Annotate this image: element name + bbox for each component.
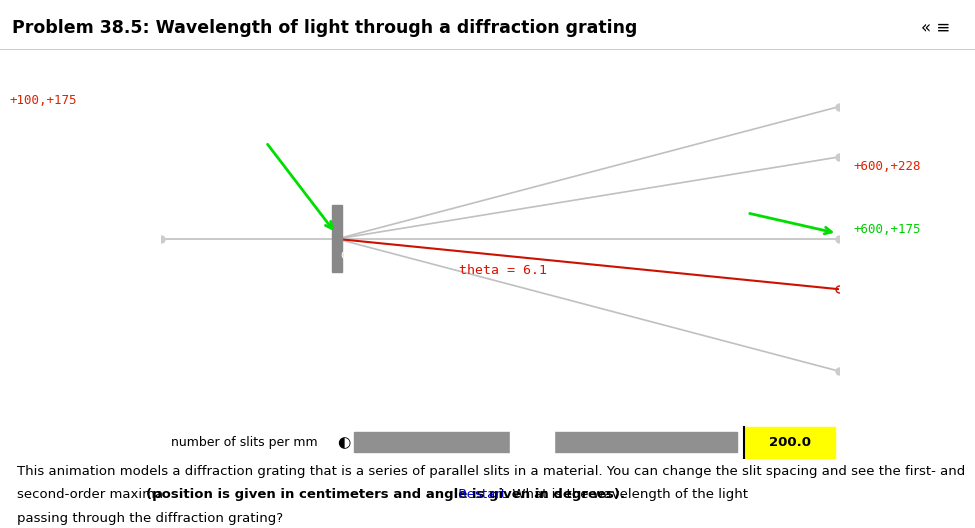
Text: number of slits per mm: number of slits per mm — [171, 436, 318, 449]
Text: Problem 38.5: Wavelength of light through a diffraction grating: Problem 38.5: Wavelength of light throug… — [12, 18, 637, 36]
Bar — [332, 205, 342, 272]
Text: theta = 6.1: theta = 6.1 — [459, 264, 547, 277]
Text: Grating: Grating — [340, 251, 379, 261]
Text: passing through the diffraction grating?: passing through the diffraction grating? — [18, 512, 284, 524]
Text: +600,+175: +600,+175 — [853, 223, 920, 236]
Text: +100,+175: +100,+175 — [10, 94, 77, 107]
Text: ◐: ◐ — [337, 435, 350, 450]
Bar — [354, 432, 737, 452]
Bar — [510, 431, 554, 453]
Text: +600,+228: +600,+228 — [853, 160, 920, 173]
Text: 200.0: 200.0 — [768, 436, 810, 449]
Text: . What is the wavelength of the light: . What is the wavelength of the light — [504, 488, 748, 501]
Bar — [744, 427, 836, 458]
Text: second-order maxima: second-order maxima — [18, 488, 168, 501]
Text: « ≡: « ≡ — [921, 18, 951, 36]
Text: (position is given in centimeters and angle is given in degrees).: (position is given in centimeters and an… — [146, 488, 626, 501]
Text: This animation models a diffraction grating that is a series of parallel slits i: This animation models a diffraction grat… — [18, 465, 965, 478]
Text: Restart: Restart — [454, 488, 506, 501]
